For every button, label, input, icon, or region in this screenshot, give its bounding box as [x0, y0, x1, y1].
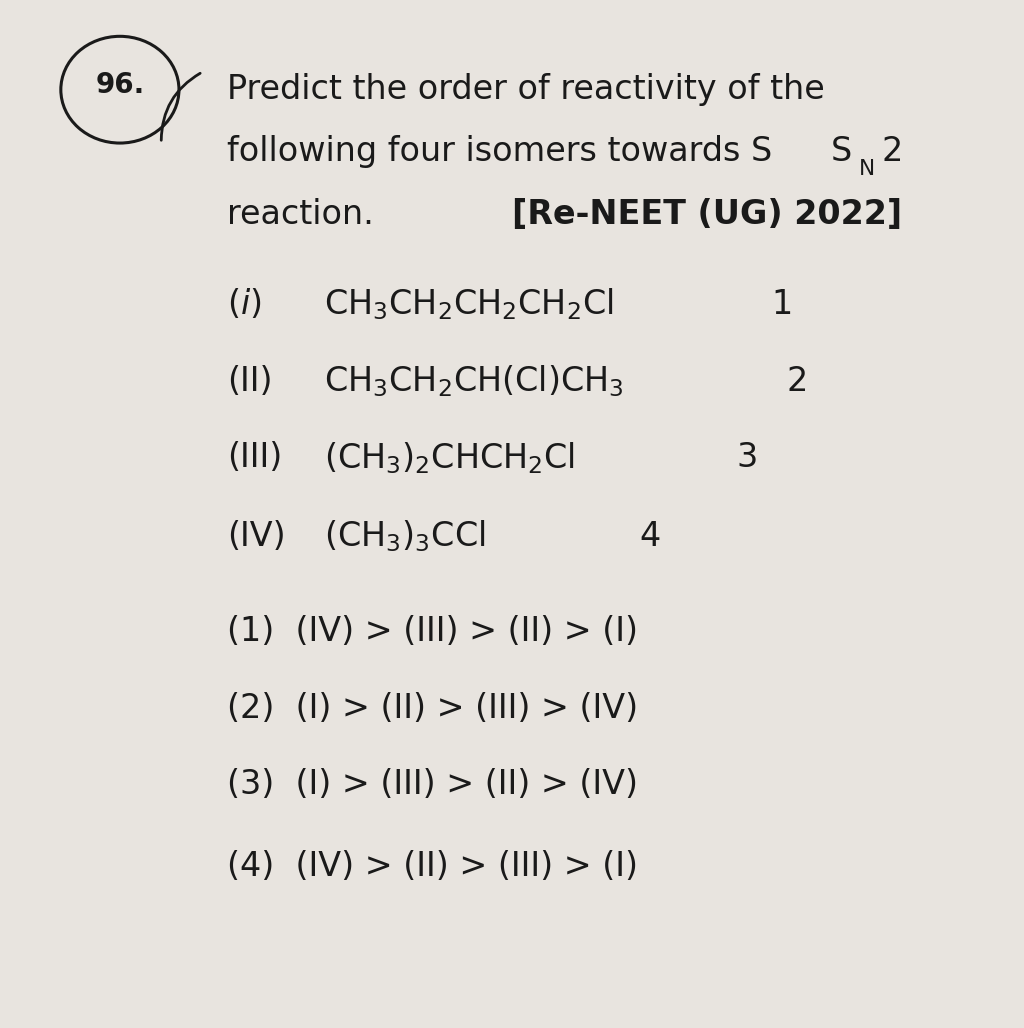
- Text: (4)  (IV) > (II) > (III) > (I): (4) (IV) > (II) > (III) > (I): [227, 850, 638, 883]
- Text: 1: 1: [772, 288, 793, 321]
- Text: (CH$_3$)$_3$CCl: (CH$_3$)$_3$CCl: [324, 519, 485, 554]
- Text: 2: 2: [882, 135, 903, 168]
- Text: 96.: 96.: [95, 71, 144, 99]
- Text: N: N: [859, 159, 876, 180]
- Text: $\mathit{(i)}$: $\mathit{(i)}$: [227, 288, 261, 322]
- Text: CH$_3$CH$_2$CH$_2$CH$_2$Cl: CH$_3$CH$_2$CH$_2$CH$_2$Cl: [324, 287, 613, 322]
- Text: 2: 2: [787, 365, 808, 398]
- Text: [Re-NEET (UG) 2022]: [Re-NEET (UG) 2022]: [512, 198, 902, 231]
- Text: (1)  (IV) > (III) > (II) > (I): (1) (IV) > (III) > (II) > (I): [227, 615, 638, 648]
- Text: CH$_3$CH$_2$CH(Cl)CH$_3$: CH$_3$CH$_2$CH(Cl)CH$_3$: [324, 363, 624, 399]
- Text: (II): (II): [227, 365, 272, 398]
- Text: reaction.: reaction.: [227, 198, 374, 231]
- Text: (2)  (I) > (II) > (III) > (IV): (2) (I) > (II) > (III) > (IV): [227, 692, 638, 725]
- Text: 4: 4: [639, 520, 660, 553]
- Text: (IV): (IV): [227, 520, 286, 553]
- Text: (CH$_3$)$_2$CHCH$_2$Cl: (CH$_3$)$_2$CHCH$_2$Cl: [324, 440, 574, 476]
- Text: (3)  (I) > (III) > (II) > (IV): (3) (I) > (III) > (II) > (IV): [227, 769, 638, 802]
- Text: S: S: [830, 135, 852, 168]
- Text: (III): (III): [227, 441, 282, 474]
- Text: Predict the order of reactivity of the: Predict the order of reactivity of the: [227, 73, 824, 106]
- Text: following four isomers towards S: following four isomers towards S: [227, 135, 772, 168]
- Text: 3: 3: [736, 441, 758, 474]
